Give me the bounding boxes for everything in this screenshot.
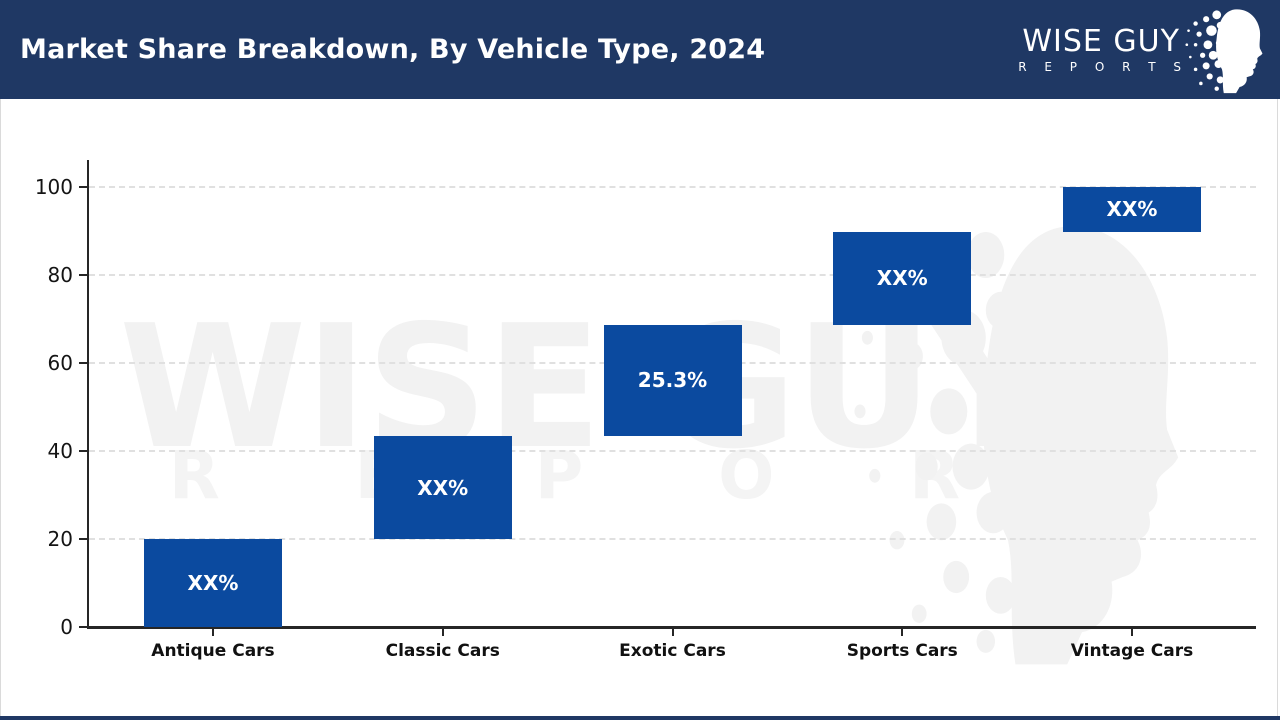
gridline bbox=[89, 538, 1256, 540]
gridline bbox=[89, 450, 1256, 452]
y-axis-tick bbox=[79, 186, 87, 188]
x-axis-label: Vintage Cars bbox=[1070, 641, 1194, 661]
gridline bbox=[89, 186, 1256, 188]
bar-sports-cars: XX% bbox=[833, 231, 972, 325]
bar-vintage-cars: XX% bbox=[1063, 187, 1201, 232]
wiseguy-logo: WISE GUY R E P O R T S bbox=[1014, 6, 1266, 94]
x-axis-tick bbox=[1131, 629, 1133, 636]
y-axis-tick bbox=[79, 626, 87, 628]
waterfall-chart: 0 20 40 60 80 100 XX% Antique Cars XX% Classic Ca… bbox=[1, 99, 1277, 716]
footer-bar bbox=[0, 716, 1280, 720]
y-axis-tick-label: 40 bbox=[47, 439, 73, 463]
bar-value-label: 25.3% bbox=[637, 368, 708, 393]
y-axis-line bbox=[87, 160, 89, 629]
y-axis-tick-label: 60 bbox=[47, 351, 73, 375]
y-axis-tick-label: 20 bbox=[47, 527, 73, 551]
bar-value-label: XX% bbox=[1106, 197, 1158, 222]
x-axis-label: Classic Cars bbox=[385, 641, 500, 661]
logo-wordmark: WISE GUY bbox=[1022, 23, 1180, 59]
x-axis-tick bbox=[901, 629, 904, 636]
bar-classic-cars: XX% bbox=[373, 436, 512, 539]
logo-subtitle: R E P O R T S bbox=[1018, 59, 1188, 74]
y-axis-tick-label: 100 bbox=[34, 175, 73, 199]
y-axis-tick bbox=[79, 274, 87, 276]
y-axis-tick-label: 80 bbox=[47, 263, 73, 287]
bar-exotic-cars: 25.3% bbox=[603, 324, 742, 437]
chart-canvas: WISE GUY R E P O R T S 0 20 40 60 80 100 XX% An… bbox=[0, 99, 1280, 716]
bar-antique-cars: XX% bbox=[144, 539, 282, 627]
bar-value-label: XX% bbox=[417, 475, 469, 500]
bar-value-label: XX% bbox=[876, 266, 928, 291]
x-axis-tick bbox=[441, 629, 444, 636]
x-axis-tick bbox=[212, 629, 214, 636]
x-axis-label: Antique Cars bbox=[151, 641, 275, 661]
y-axis-tick bbox=[79, 362, 87, 364]
y-axis-tick-label: 0 bbox=[60, 615, 73, 639]
gridline bbox=[89, 274, 1256, 276]
dotted-head-icon bbox=[1185, 8, 1263, 93]
page-title: Market Share Breakdown, By Vehicle Type,… bbox=[20, 34, 766, 65]
x-axis-line bbox=[87, 626, 1256, 629]
bar-value-label: XX% bbox=[187, 571, 239, 595]
header-bar: Market Share Breakdown, By Vehicle Type,… bbox=[0, 0, 1280, 99]
y-axis-tick bbox=[79, 538, 87, 540]
y-axis-tick bbox=[79, 450, 87, 452]
x-axis-tick bbox=[671, 629, 674, 636]
x-axis-label: Sports Cars bbox=[846, 641, 958, 661]
x-axis-label: Exotic Cars bbox=[619, 641, 726, 661]
